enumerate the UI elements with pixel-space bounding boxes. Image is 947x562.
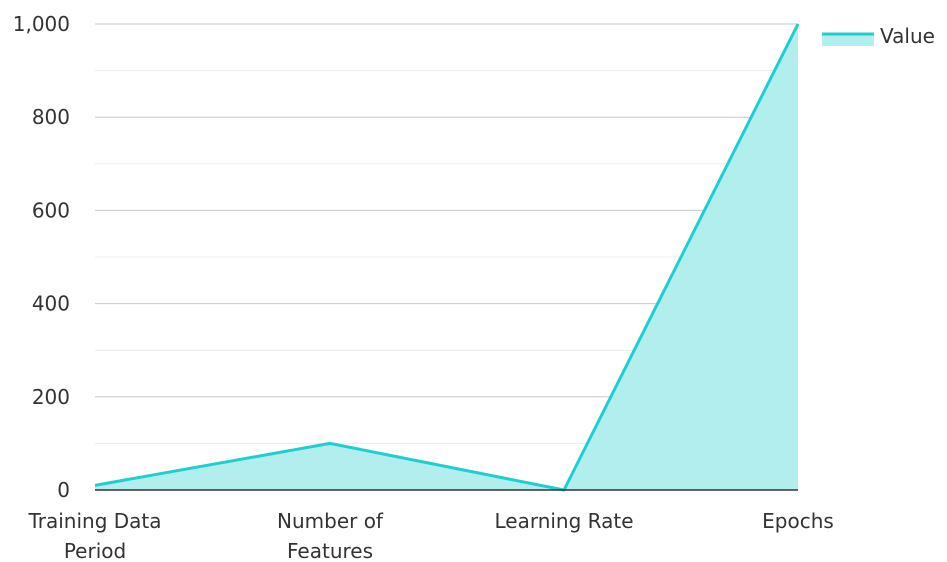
legend-label-value: Value [880, 24, 935, 48]
y-axis-tick-labels: 0 200 400 600 800 1,000 [13, 12, 70, 502]
series-value-area [95, 24, 798, 490]
x-tick-label: Training Data Period [27, 509, 161, 562]
x-tick-label: Learning Rate [494, 509, 633, 533]
gridlines [95, 23, 798, 444]
legend-swatch-value [822, 34, 874, 46]
y-tick-label: 1,000 [13, 12, 70, 36]
y-tick-label: 400 [32, 292, 70, 316]
x-tick-label: Number of Features [277, 509, 384, 562]
series-value-line [94, 23, 800, 492]
x-axis-tick-labels: Training Data Period Number of Features Lear… [27, 509, 833, 562]
y-tick-label: 600 [32, 198, 70, 222]
y-tick-label: 800 [32, 105, 70, 129]
x-tick-label: Epochs [762, 509, 834, 533]
y-tick-label: 0 [57, 478, 70, 502]
y-tick-label: 200 [32, 385, 70, 409]
legend: Value [822, 24, 935, 48]
